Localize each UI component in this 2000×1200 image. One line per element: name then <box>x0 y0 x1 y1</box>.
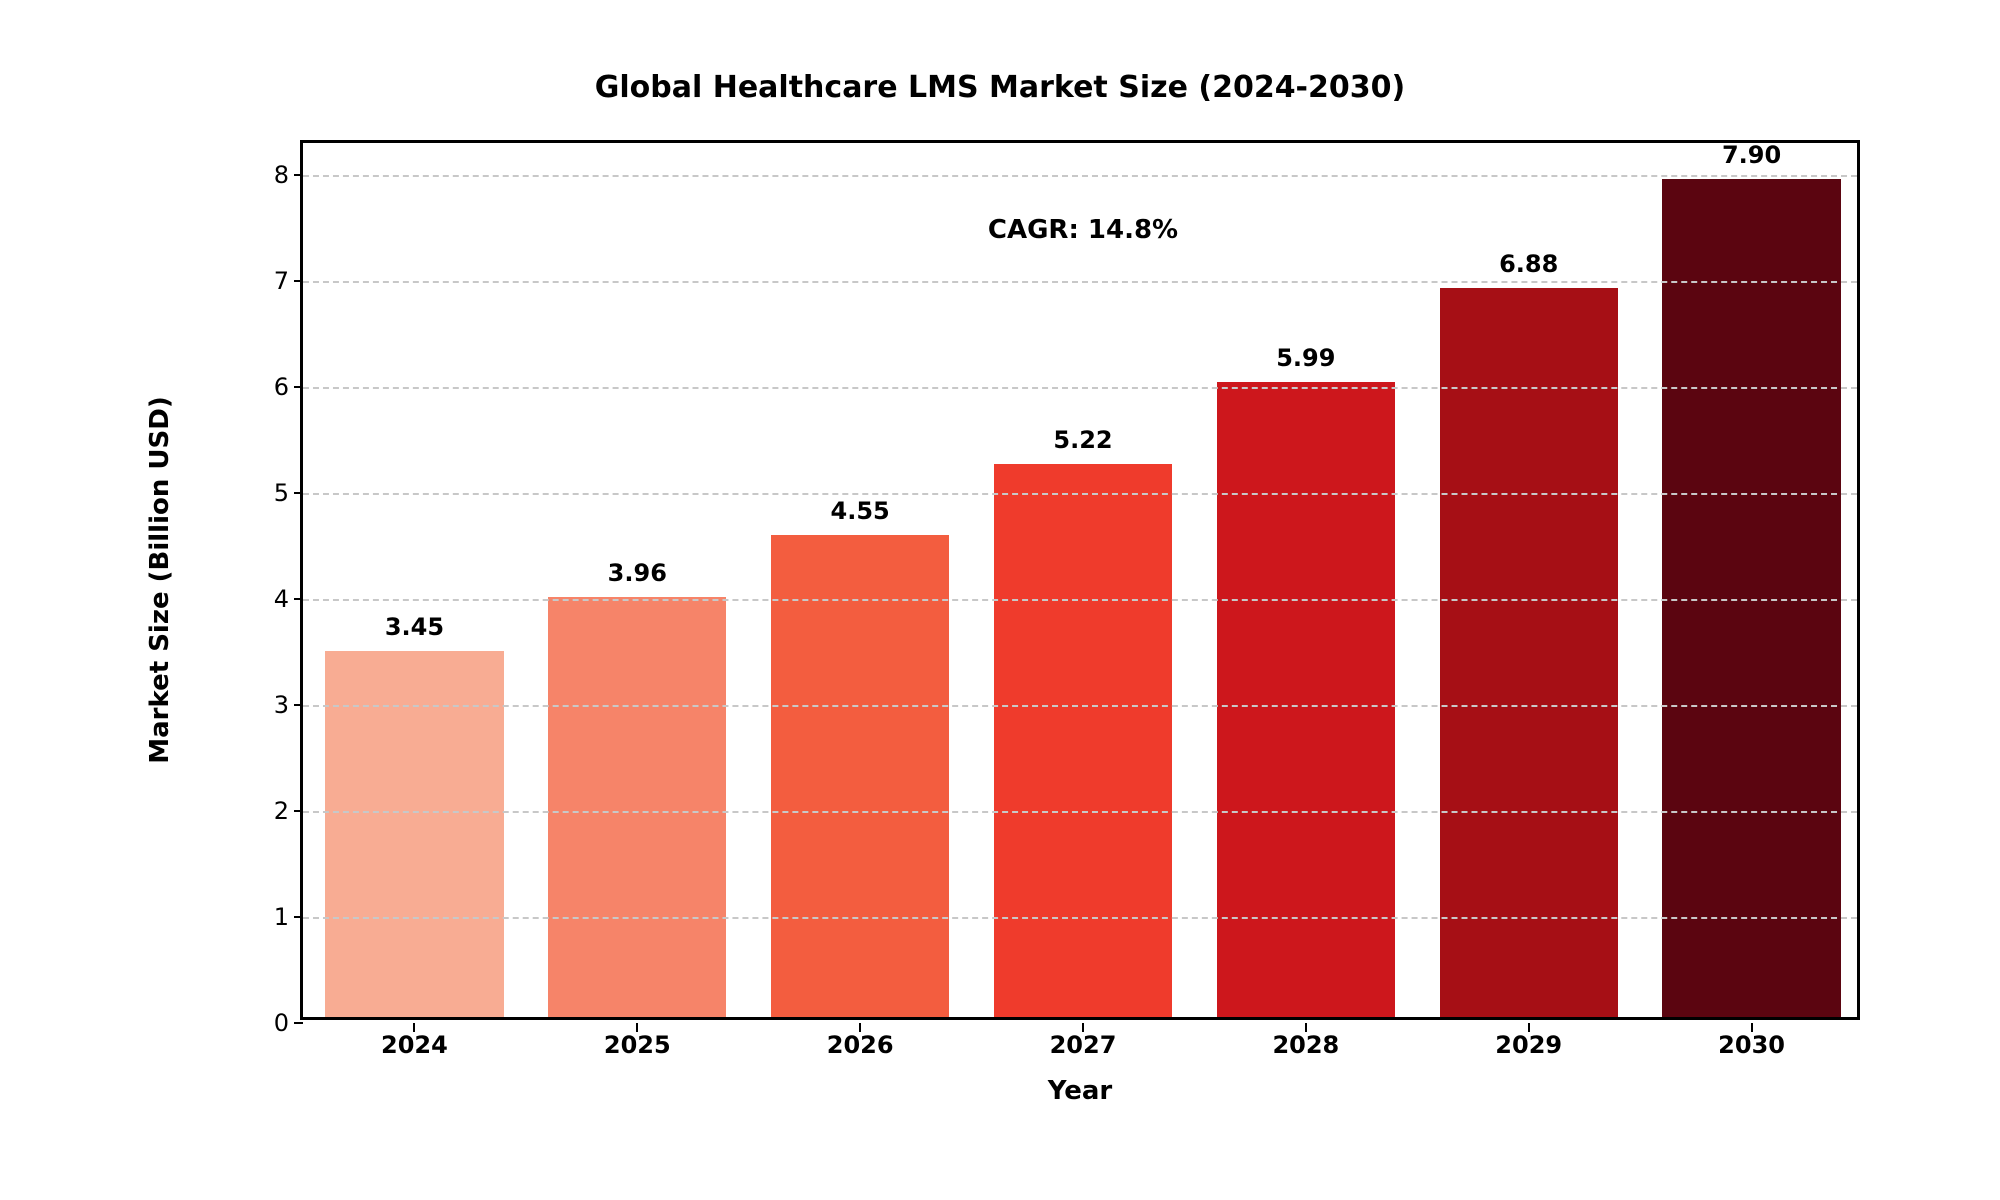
grid-line <box>303 599 1857 601</box>
grid-line <box>303 917 1857 919</box>
bar-value-label: 3.45 <box>385 613 444 651</box>
x-tick-mark <box>636 1023 638 1032</box>
grid-line <box>303 387 1857 389</box>
y-axis-label: Market Size (Billion USD) <box>145 396 175 763</box>
bar: 3.96 <box>548 597 726 1017</box>
chart-container: Global Healthcare LMS Market Size (2024-… <box>100 60 1900 1140</box>
bar: 5.22 <box>994 464 1172 1017</box>
grid-line <box>303 811 1857 813</box>
bar-value-label: 5.99 <box>1276 344 1335 382</box>
chart-title: Global Healthcare LMS Market Size (2024-… <box>100 70 1900 105</box>
x-tick-mark <box>1082 1023 1084 1032</box>
y-tick-mark <box>294 280 303 282</box>
plot-area: 3.45 3.96 4.55 5.22 5.99 6.88 7.90 CAGR: 14.8%… <box>300 140 1860 1020</box>
grid-line <box>303 705 1857 707</box>
y-tick-mark <box>294 1022 303 1024</box>
x-axis-label: Year <box>300 1076 1860 1106</box>
x-tick-mark <box>859 1023 861 1032</box>
x-tick-mark <box>1305 1023 1307 1032</box>
y-tick-mark <box>294 386 303 388</box>
bar: 5.99 <box>1217 382 1395 1017</box>
y-tick-mark <box>294 916 303 918</box>
bar-value-label: 3.96 <box>608 559 667 597</box>
grid-line <box>303 493 1857 495</box>
bar-value-label: 4.55 <box>831 497 890 535</box>
bars-layer: 3.45 3.96 4.55 5.22 5.99 6.88 7.90 <box>303 143 1857 1017</box>
y-tick-mark <box>294 598 303 600</box>
y-tick-mark <box>294 174 303 176</box>
bar-value-label: 7.90 <box>1722 141 1781 179</box>
bar-value-label: 5.22 <box>1053 426 1112 464</box>
cagr-annotation: CAGR: 14.8% <box>988 215 1178 245</box>
grid-line <box>303 175 1857 177</box>
y-tick-mark <box>294 492 303 494</box>
y-tick-mark <box>294 704 303 706</box>
bar: 4.55 <box>771 535 949 1017</box>
x-tick-mark <box>1528 1023 1530 1032</box>
y-tick-mark <box>294 810 303 812</box>
grid-line <box>303 281 1857 283</box>
bar: 6.88 <box>1440 288 1618 1017</box>
x-tick-mark <box>1751 1023 1753 1032</box>
x-tick-mark <box>413 1023 415 1032</box>
